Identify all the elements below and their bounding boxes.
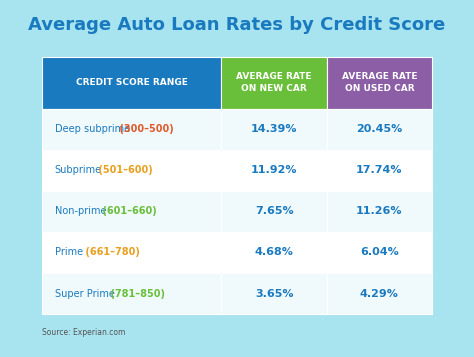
Text: (781–850): (781–850) (107, 288, 165, 298)
Bar (42, 191, 221, 232)
Text: (501–600): (501–600) (95, 165, 153, 175)
Bar (327, 109, 432, 150)
Bar (42, 150, 221, 191)
Bar (221, 273, 327, 314)
Text: Super Prime: Super Prime (55, 288, 115, 298)
Bar (42, 232, 221, 273)
Bar (42, 273, 221, 314)
Text: Prime: Prime (55, 247, 83, 257)
Text: 20.45%: 20.45% (356, 124, 402, 134)
Bar (221, 57, 327, 109)
Text: 4.29%: 4.29% (360, 288, 399, 298)
Text: (300–500): (300–500) (116, 124, 174, 134)
Text: AVERAGE RATE
ON USED CAR: AVERAGE RATE ON USED CAR (342, 72, 417, 93)
Bar (42, 57, 221, 109)
Bar (327, 273, 432, 314)
Bar (327, 191, 432, 232)
Text: 6.04%: 6.04% (360, 247, 399, 257)
Text: CREDIT SCORE RANGE: CREDIT SCORE RANGE (76, 78, 188, 87)
Text: (661–780): (661–780) (82, 247, 140, 257)
Text: 7.65%: 7.65% (255, 206, 293, 216)
Text: 17.74%: 17.74% (356, 165, 402, 175)
Text: Source: Experian.com: Source: Experian.com (42, 327, 125, 337)
Text: 4.68%: 4.68% (255, 247, 293, 257)
Bar (221, 150, 327, 191)
Text: 11.26%: 11.26% (356, 206, 402, 216)
Text: 11.92%: 11.92% (251, 165, 297, 175)
Bar (42, 109, 221, 150)
Bar (221, 191, 327, 232)
Text: Deep subprime: Deep subprime (55, 124, 130, 134)
Text: (601–660): (601–660) (99, 206, 157, 216)
Bar (327, 150, 432, 191)
Text: Average Auto Loan Rates by Credit Score: Average Auto Loan Rates by Credit Score (28, 16, 446, 34)
Text: 14.39%: 14.39% (251, 124, 297, 134)
Bar (327, 232, 432, 273)
Bar (221, 232, 327, 273)
Text: Non-prime: Non-prime (55, 206, 106, 216)
Text: AVERAGE RATE
ON NEW CAR: AVERAGE RATE ON NEW CAR (237, 72, 312, 93)
Bar (221, 109, 327, 150)
Text: Subprime: Subprime (55, 165, 102, 175)
Bar (327, 57, 432, 109)
Text: 3.65%: 3.65% (255, 288, 293, 298)
